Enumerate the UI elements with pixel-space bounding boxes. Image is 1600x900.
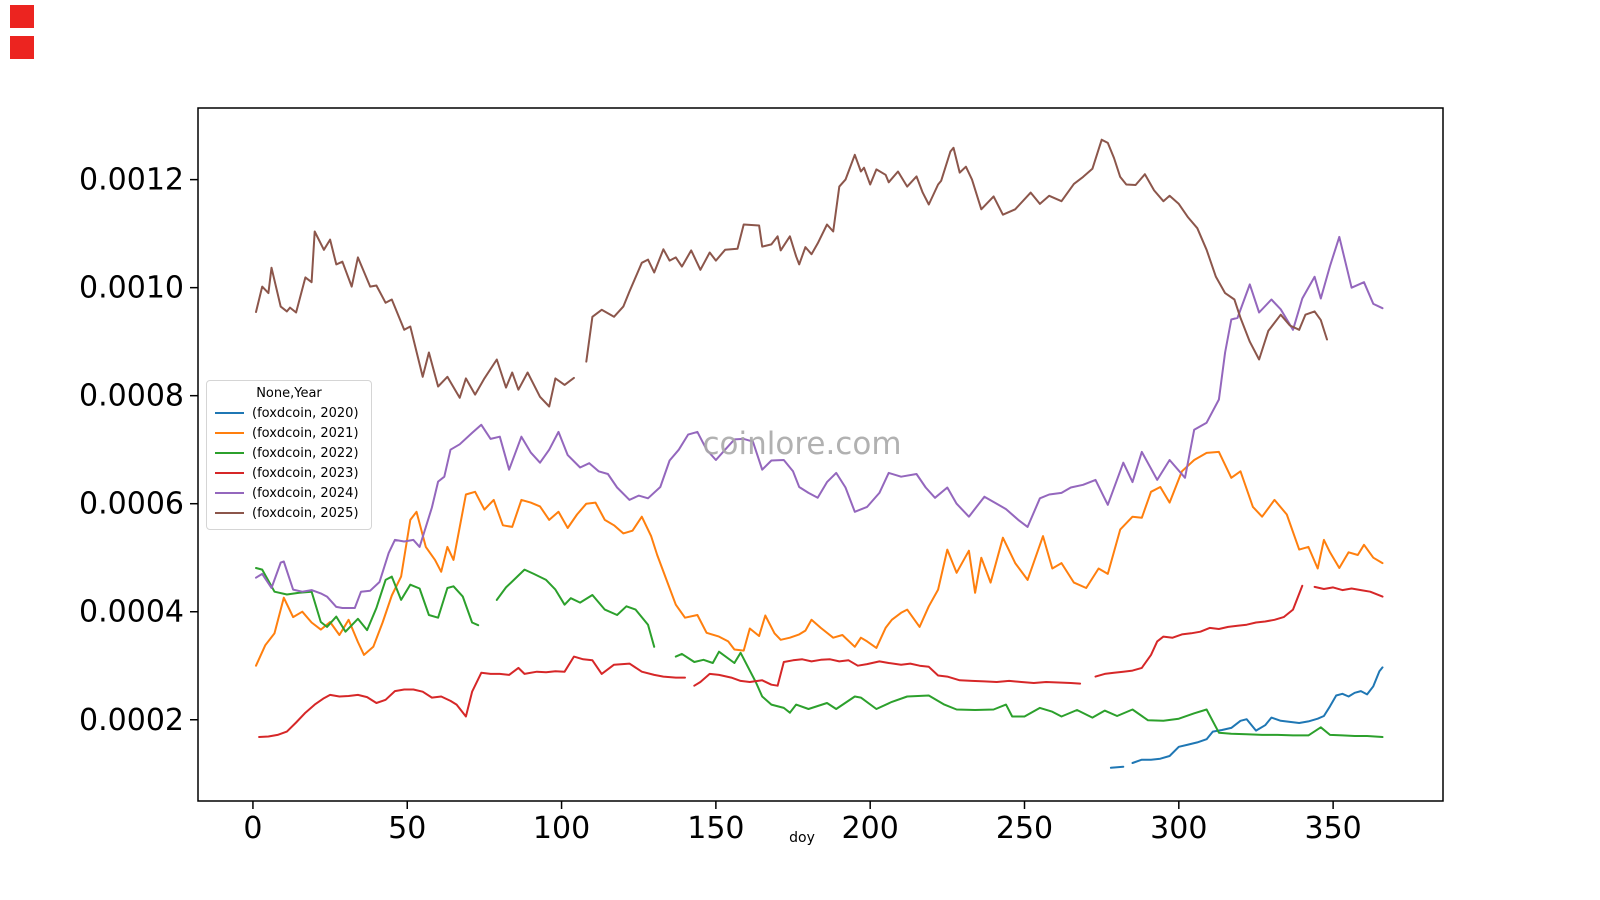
- y-tick-label: 0.0002: [79, 703, 184, 738]
- legend-item-2025: (foxdcoin, 2025): [215, 503, 363, 523]
- series-line-2020: [1109, 666, 1384, 769]
- x-tick-label: 300: [1150, 811, 1207, 846]
- legend-item-label: (foxdcoin, 2023): [252, 465, 359, 481]
- x-tick-label: 0: [243, 811, 262, 846]
- y-tick-label: 0.0004: [79, 595, 184, 630]
- y-tick-label: 0.0012: [79, 163, 184, 198]
- legend-item-label: (foxdcoin, 2021): [252, 425, 359, 441]
- y-tick-label: 0.0006: [79, 487, 184, 522]
- series-line-2024: [255, 235, 1384, 609]
- legend-swatch-2024: [215, 492, 244, 494]
- legend: None,Year (foxdcoin, 2020) (foxdcoin, 202…: [206, 380, 372, 530]
- y-tick-label: 0.0008: [79, 379, 184, 414]
- y-tick-label: 0.0010: [79, 271, 184, 306]
- red-corner-marker-top: [10, 5, 34, 28]
- legend-item-label: (foxdcoin, 2022): [252, 445, 359, 461]
- legend-swatch-2021: [215, 432, 244, 434]
- legend-swatch-2023: [215, 472, 244, 474]
- series-line-2025: [255, 138, 1328, 408]
- legend-item-label: (foxdcoin, 2020): [252, 405, 359, 421]
- legend-item-label: (foxdcoin, 2025): [252, 505, 359, 521]
- x-tick-label: 250: [996, 811, 1053, 846]
- legend-item-2021: (foxdcoin, 2021): [215, 423, 363, 443]
- legend-swatch-2020: [215, 412, 244, 414]
- legend-swatch-2025: [215, 512, 244, 514]
- series-line-2022: [255, 567, 1384, 738]
- series-line-2023: [258, 584, 1384, 738]
- plot-border: [197, 107, 1444, 802]
- legend-item-2024: (foxdcoin, 2024): [215, 483, 363, 503]
- x-axis-label: doy: [789, 830, 815, 846]
- x-tick-label: 350: [1304, 811, 1361, 846]
- legend-item-label: (foxdcoin, 2024): [252, 485, 359, 501]
- legend-item-2022: (foxdcoin, 2022): [215, 443, 363, 463]
- legend-item-2023: (foxdcoin, 2023): [215, 463, 363, 483]
- legend-swatch-2022: [215, 452, 244, 454]
- legend-title: None,Year: [256, 386, 322, 401]
- x-tick-label: 150: [687, 811, 744, 846]
- x-tick-label: 100: [533, 811, 590, 846]
- red-corner-marker-bottom: [10, 36, 34, 59]
- series-line-2021: [255, 450, 1384, 667]
- x-tick-label: 50: [388, 811, 426, 846]
- legend-item-2020: (foxdcoin, 2020): [215, 403, 363, 423]
- x-tick-label: 200: [842, 811, 899, 846]
